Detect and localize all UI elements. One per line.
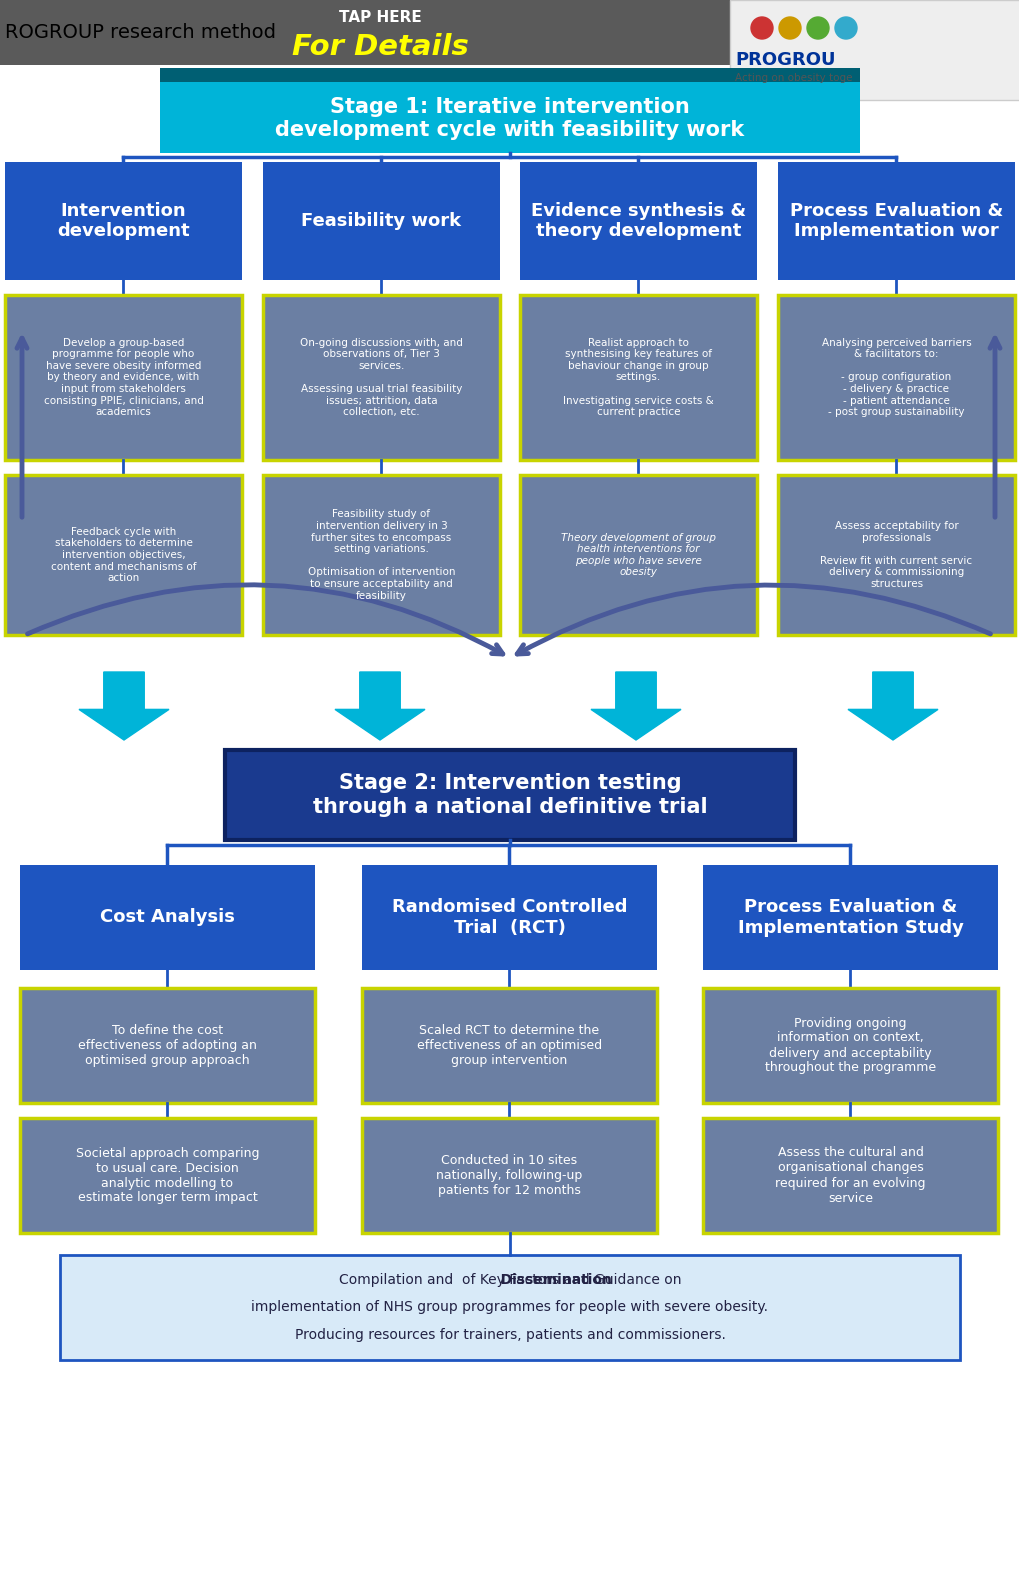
- FancyBboxPatch shape: [362, 1117, 656, 1233]
- Text: Process Evaluation &
Implementation wor: Process Evaluation & Implementation wor: [789, 202, 1002, 240]
- Text: Compilation and  of Key Factors and Guidance on: Compilation and of Key Factors and Guida…: [338, 1273, 681, 1287]
- Polygon shape: [590, 671, 681, 740]
- Text: Evidence synthesis &
theory development: Evidence synthesis & theory development: [531, 202, 745, 240]
- FancyBboxPatch shape: [702, 865, 997, 970]
- Text: Stage 1: Iterative intervention
development cycle with feasibility work: Stage 1: Iterative intervention developm…: [275, 97, 744, 140]
- Text: Feedback cycle with
stakeholders to determine
intervention objectives,
content a: Feedback cycle with stakeholders to dete…: [51, 527, 196, 582]
- FancyBboxPatch shape: [520, 475, 756, 635]
- Text: Develop a group-based
programme for people who
have severe obesity informed
by t: Develop a group-based programme for peop…: [44, 338, 203, 417]
- Circle shape: [750, 17, 772, 40]
- Text: Assess acceptability for
professionals

Review fit with current servic
delivery : Assess acceptability for professionals R…: [819, 521, 971, 589]
- Text: Scaled RCT to determine the
effectiveness of an optimised
group intervention: Scaled RCT to determine the effectivenes…: [417, 1024, 601, 1066]
- FancyBboxPatch shape: [20, 989, 315, 1103]
- FancyBboxPatch shape: [702, 1117, 997, 1233]
- FancyBboxPatch shape: [730, 0, 1019, 100]
- FancyBboxPatch shape: [0, 0, 730, 65]
- Text: Assess the cultural and
organisational changes
required for an evolving
service: Assess the cultural and organisational c…: [774, 1146, 925, 1205]
- Text: Realist approach to
synthesising key features of
behaviour change in group
setti: Realist approach to synthesising key fea…: [562, 338, 713, 417]
- Text: Process Evaluation &
Implementation Study: Process Evaluation & Implementation Stud…: [737, 898, 963, 936]
- FancyBboxPatch shape: [777, 475, 1014, 635]
- Text: PROGROU: PROGROU: [735, 51, 835, 68]
- Text: For Details: For Details: [291, 33, 468, 60]
- Text: Randomised Controlled
Trial  (RCT): Randomised Controlled Trial (RCT): [391, 898, 627, 936]
- Text: On-going discussions with, and
observations of, Tier 3
services.

Assessing usua: On-going discussions with, and observati…: [300, 338, 463, 417]
- FancyBboxPatch shape: [362, 865, 656, 970]
- Text: Theory development of group
health interventions for
people who have severe
obes: Theory development of group health inter…: [560, 533, 715, 578]
- Polygon shape: [334, 671, 425, 740]
- Polygon shape: [847, 671, 937, 740]
- FancyBboxPatch shape: [20, 1117, 315, 1233]
- Text: Feasibility study of
intervention delivery in 3
further sites to encompass
setti: Feasibility study of intervention delive…: [308, 509, 454, 600]
- FancyBboxPatch shape: [60, 1255, 959, 1360]
- FancyBboxPatch shape: [5, 295, 242, 460]
- FancyBboxPatch shape: [362, 989, 656, 1103]
- Circle shape: [779, 17, 800, 40]
- Polygon shape: [78, 671, 169, 740]
- Text: Analysing perceived barriers
& facilitators to:

- group configuration
- deliver: Analysing perceived barriers & facilitat…: [821, 338, 970, 417]
- Text: Dissemination: Dissemination: [408, 1273, 611, 1287]
- FancyBboxPatch shape: [5, 162, 242, 279]
- Text: Intervention
development: Intervention development: [57, 202, 190, 240]
- FancyBboxPatch shape: [263, 295, 499, 460]
- Text: Producing resources for trainers, patients and commissioners.: Producing resources for trainers, patien…: [294, 1328, 725, 1343]
- Text: Conducted in 10 sites
nationally, following-up
patients for 12 months: Conducted in 10 sites nationally, follow…: [436, 1154, 582, 1197]
- Circle shape: [806, 17, 828, 40]
- Text: Societal approach comparing
to usual care. Decision
analytic modelling to
estima: Societal approach comparing to usual car…: [75, 1146, 259, 1205]
- Text: To define the cost
effectiveness of adopting an
optimised group approach: To define the cost effectiveness of adop…: [78, 1024, 257, 1066]
- Text: Providing ongoing
information on context,
delivery and acceptability
throughout : Providing ongoing information on context…: [764, 1017, 935, 1074]
- FancyBboxPatch shape: [702, 989, 997, 1103]
- Text: ROGROUP research method: ROGROUP research method: [5, 24, 276, 43]
- Text: Acting on obesity toge: Acting on obesity toge: [735, 73, 852, 83]
- FancyBboxPatch shape: [520, 162, 756, 279]
- FancyBboxPatch shape: [777, 295, 1014, 460]
- FancyBboxPatch shape: [263, 475, 499, 635]
- FancyBboxPatch shape: [5, 475, 242, 635]
- Text: implementation of NHS group programmes for people with severe obesity.: implementation of NHS group programmes f…: [252, 1300, 767, 1314]
- Text: Cost Analysis: Cost Analysis: [100, 908, 234, 927]
- FancyBboxPatch shape: [225, 751, 794, 840]
- Text: Feasibility work: Feasibility work: [302, 213, 462, 230]
- FancyBboxPatch shape: [263, 162, 499, 279]
- FancyBboxPatch shape: [520, 295, 756, 460]
- FancyBboxPatch shape: [20, 865, 315, 970]
- Text: Stage 2: Intervention testing
through a national definitive trial: Stage 2: Intervention testing through a …: [313, 773, 706, 817]
- FancyBboxPatch shape: [0, 65, 1019, 1587]
- FancyBboxPatch shape: [777, 162, 1014, 279]
- Circle shape: [835, 17, 856, 40]
- FancyBboxPatch shape: [160, 68, 859, 152]
- FancyBboxPatch shape: [160, 83, 859, 152]
- Text: TAP HERE: TAP HERE: [338, 11, 421, 25]
